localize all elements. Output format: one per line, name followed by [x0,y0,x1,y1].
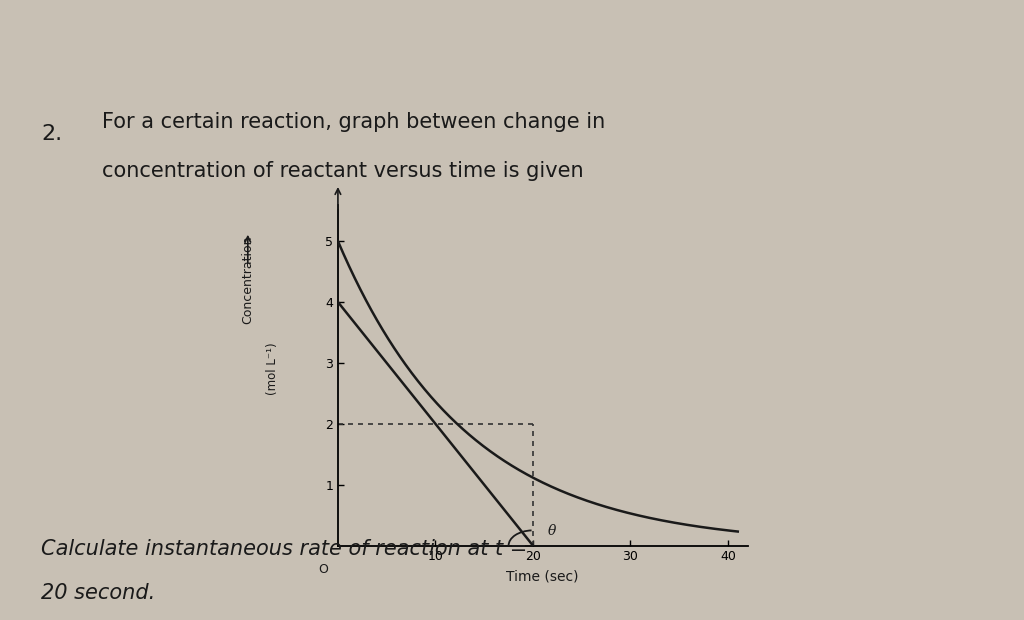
Text: concentration of reactant versus time is given: concentration of reactant versus time is… [102,161,584,181]
Text: θ: θ [548,524,556,538]
Text: Calculate instantaneous rate of reaction at t =: Calculate instantaneous rate of reaction… [41,539,527,559]
Text: (mol L⁻¹): (mol L⁻¹) [266,342,279,394]
X-axis label: Time (sec): Time (sec) [507,569,579,583]
Text: O: O [318,563,329,576]
Text: Concentration: Concentration [242,236,254,324]
Text: 2.: 2. [41,124,62,144]
Text: For a certain reaction, graph between change in: For a certain reaction, graph between ch… [102,112,605,131]
Text: 20 second.: 20 second. [41,583,156,603]
